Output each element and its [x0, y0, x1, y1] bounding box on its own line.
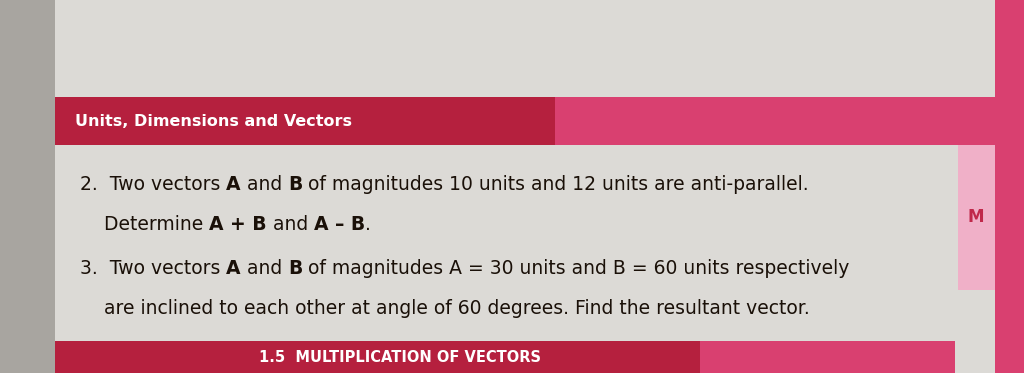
Text: 1.5  MULTIPLICATION OF VECTORS: 1.5 MULTIPLICATION OF VECTORS [259, 350, 541, 364]
Text: B: B [288, 258, 302, 278]
Bar [995, 0, 1024, 373]
Text: A + B: A + B [209, 216, 267, 235]
Text: B: B [288, 176, 302, 194]
Text: are inclined to each other at angle of 60 degrees. Find the resultant vector.: are inclined to each other at angle of 6… [80, 298, 810, 317]
Text: M: M [968, 209, 984, 226]
Bar [555, 97, 995, 145]
Bar [700, 341, 955, 373]
Text: and: and [241, 258, 288, 278]
Bar [55, 341, 955, 373]
Text: Units, Dimensions and Vectors: Units, Dimensions and Vectors [75, 113, 352, 129]
Text: A – B: A – B [314, 216, 366, 235]
Bar [958, 145, 995, 290]
Text: A: A [226, 176, 241, 194]
Text: 2.  Two vectors: 2. Two vectors [80, 176, 226, 194]
Text: A: A [226, 258, 241, 278]
Text: .: . [366, 216, 372, 235]
Text: 3.  Two vectors: 3. Two vectors [80, 258, 226, 278]
Bar [55, 97, 555, 145]
Text: of magnitudes A = 30 units and B = 60 units respectively: of magnitudes A = 30 units and B = 60 un… [302, 258, 850, 278]
Text: and: and [267, 216, 314, 235]
Text: and: and [241, 176, 288, 194]
Bar [0, 0, 55, 373]
Text: Determine: Determine [80, 216, 209, 235]
Text: of magnitudes 10 units and 12 units are anti-parallel.: of magnitudes 10 units and 12 units are … [302, 176, 809, 194]
